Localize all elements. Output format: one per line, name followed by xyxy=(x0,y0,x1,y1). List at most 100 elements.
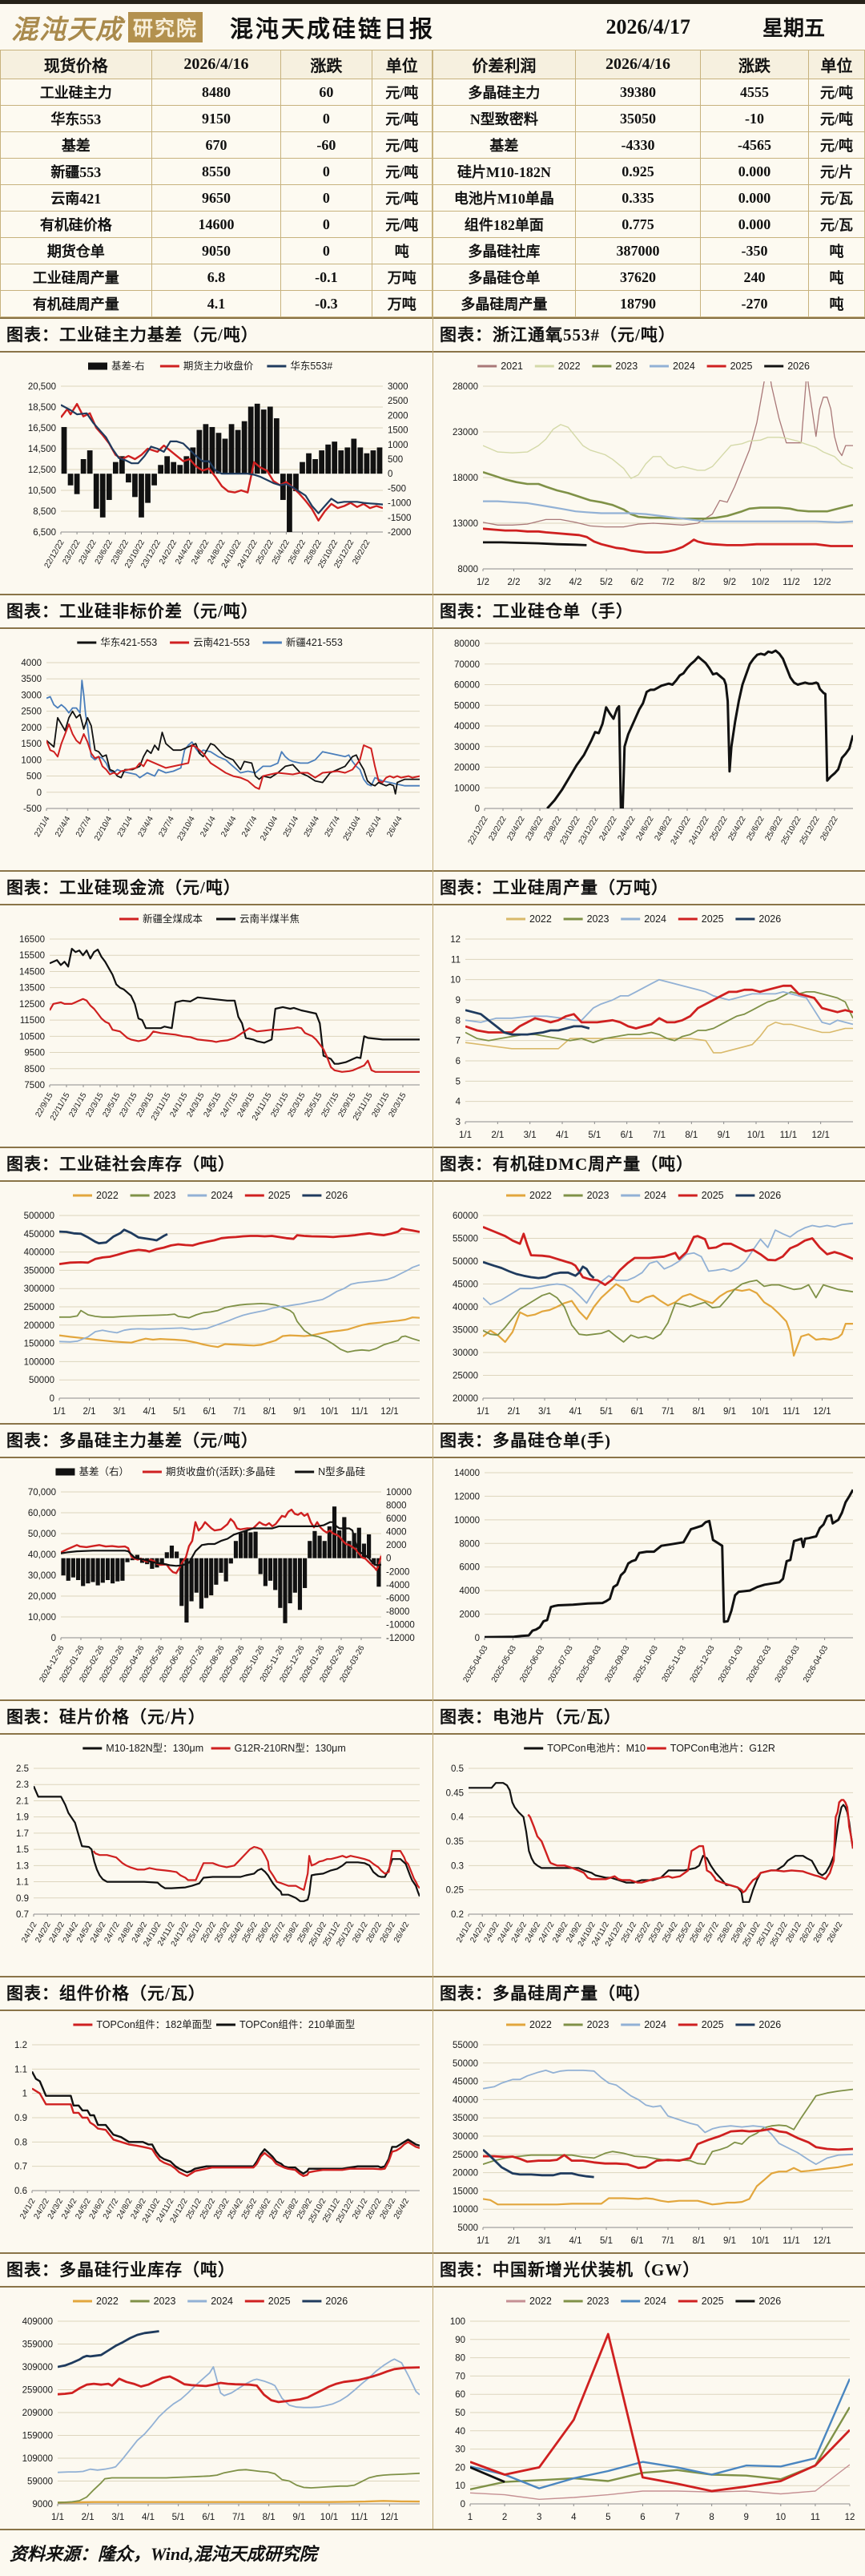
svg-text:24/7/4: 24/7/4 xyxy=(240,815,260,839)
chart-industrial-silicon-social-inventory: 图表：工业硅社会库存（吨） 0 50000 100000 150000 200000 250… xyxy=(0,1147,432,1423)
table-cell: 万吨 xyxy=(371,290,433,317)
legend-swatch xyxy=(563,2023,583,2026)
legend-label: 2022 xyxy=(529,1190,552,1201)
svg-text:50000: 50000 xyxy=(453,2059,478,2069)
column-header: 现货价格 xyxy=(0,50,152,79)
svg-text:250000: 250000 xyxy=(24,1303,54,1312)
svg-text:20,000: 20,000 xyxy=(28,1592,56,1602)
svg-text:0.35: 0.35 xyxy=(446,1837,464,1847)
legend-swatch xyxy=(216,917,235,921)
series-N型多晶硅 xyxy=(61,1521,381,1567)
series-2021 xyxy=(483,381,853,528)
series-2023 xyxy=(470,2406,850,2490)
legend-swatch xyxy=(563,2300,583,2303)
series-TOPCon电池片：M10 xyxy=(469,1782,853,1903)
legend-label: 2022 xyxy=(529,2296,552,2307)
svg-text:1/1: 1/1 xyxy=(459,1131,472,1140)
legend-swatch xyxy=(130,2300,150,2303)
svg-text:1/1: 1/1 xyxy=(477,1407,489,1417)
chart-canvas: 3 4 5 6 7 8 9 10 11 12 1/1 2/1 3/1 4/1 5/1 6/1 7/1 8/1 9/1… xyxy=(450,913,853,1140)
table-cell: 多晶硅主力 xyxy=(432,79,576,106)
svg-text:80000: 80000 xyxy=(454,639,480,649)
svg-text:2025-07-03: 2025-07-03 xyxy=(547,1644,575,1684)
legend-swatch xyxy=(302,2300,322,2303)
table-cell: 元/片 xyxy=(807,158,865,185)
svg-text:16,500: 16,500 xyxy=(28,424,56,433)
svg-text:1000: 1000 xyxy=(388,441,408,450)
svg-text:-10000: -10000 xyxy=(386,1620,415,1630)
svg-text:23/10/4: 23/10/4 xyxy=(176,815,197,843)
svg-text:2026-02-03: 2026-02-03 xyxy=(745,1644,773,1684)
legend-swatch xyxy=(506,2023,525,2026)
report-header: 混沌天成 研究院 混沌天成硅链日报 2026/4/17 星期五 xyxy=(0,4,865,50)
series-2026 xyxy=(483,2148,594,2179)
svg-text:0.4: 0.4 xyxy=(451,1813,465,1823)
table-row: 多晶硅社库 387000 -350 吨 xyxy=(432,237,865,264)
legend-label: 2021 xyxy=(501,361,523,372)
table-row: 多晶硅仓单 37620 240 吨 xyxy=(432,264,865,291)
svg-text:25000: 25000 xyxy=(453,1372,478,1381)
legend-swatch xyxy=(563,1194,583,1197)
table-row: 硅片M10-182N 0.925 0.000 元/片 xyxy=(432,158,865,185)
series-2025 xyxy=(58,2366,420,2404)
chart-title: 图表：浙江通氧553#（元/吨） xyxy=(433,317,865,353)
table-cell: -10 xyxy=(700,105,809,132)
svg-text:10000: 10000 xyxy=(454,784,480,793)
column-header: 单位 xyxy=(371,50,433,79)
svg-text:500000: 500000 xyxy=(24,1211,54,1221)
legend-swatch xyxy=(621,917,641,921)
table-row: 有机硅周产量 4.1 -0.3 万吨 xyxy=(0,290,433,317)
svg-text:50000: 50000 xyxy=(454,701,480,711)
series-2024 xyxy=(465,978,853,1026)
svg-text:8: 8 xyxy=(709,2513,714,2522)
svg-text:9/1: 9/1 xyxy=(718,1131,730,1140)
svg-text:200000: 200000 xyxy=(24,1321,54,1331)
chart-plot-area: 0 10000 20000 30000 40000 50000 60000 70000 8000… xyxy=(433,629,865,869)
chart-title: 图表：多晶硅主力基差（元/吨） xyxy=(0,1423,432,1458)
svg-text:0.7: 0.7 xyxy=(14,2163,27,2172)
series-2022 xyxy=(483,2163,853,2206)
series-2023 xyxy=(59,1302,420,1353)
legend-swatch xyxy=(244,1194,264,1197)
svg-text:-1000: -1000 xyxy=(388,499,411,509)
table-cell: 新疆553 xyxy=(0,158,152,185)
legend-label: 2022 xyxy=(529,913,552,925)
legend-label: 2024 xyxy=(211,1190,233,1201)
svg-text:0: 0 xyxy=(475,1634,480,1643)
table-cell: 0.775 xyxy=(574,211,702,238)
svg-text:2026-03-03: 2026-03-03 xyxy=(774,1644,802,1684)
table-cell: 元/瓦 xyxy=(807,184,865,212)
svg-text:4/1: 4/1 xyxy=(569,2236,582,2246)
legend-label: 2025 xyxy=(702,2296,724,2307)
table-cell: 元/吨 xyxy=(807,131,865,159)
chart-canvas: 0.20.250.30.350.40.450.524/1/224/2/224/3… xyxy=(446,1743,853,1948)
table-cell: 60 xyxy=(280,79,372,106)
table-cell: 18790 xyxy=(574,290,702,317)
svg-text:22/12/22: 22/12/22 xyxy=(467,815,490,847)
svg-text:7/2: 7/2 xyxy=(662,578,674,587)
legend-swatch xyxy=(119,917,139,921)
svg-text:1/1: 1/1 xyxy=(477,2236,489,2246)
table-cell: 工业硅主力 xyxy=(0,79,152,106)
legend-swatch xyxy=(506,917,525,921)
legend-label: 期货收盘价(活跃):多晶硅 xyxy=(166,1465,276,1477)
svg-text:4: 4 xyxy=(456,1098,461,1107)
svg-text:25/7/4: 25/7/4 xyxy=(324,815,343,839)
svg-text:2.1: 2.1 xyxy=(16,1796,29,1806)
legend-label: 2025 xyxy=(268,2296,291,2307)
svg-text:23/7/4: 23/7/4 xyxy=(157,815,176,839)
legend-label: 2023 xyxy=(587,2019,610,2030)
svg-text:2025-12-03: 2025-12-03 xyxy=(689,1644,717,1684)
legend-label: 2022 xyxy=(529,2019,552,2030)
chart-industrial-silicon-cash-flow: 图表：工业硅现金流（元/吨） 7500 8500 9500 10500 11500 1250… xyxy=(0,870,432,1147)
series-2026 xyxy=(58,2330,159,2368)
table-row: 新疆553 8550 0 元/吨 xyxy=(0,158,433,185)
chart-plot-area: 0 10,000 20,000 30,000 40,000 50,000 60,000 70,… xyxy=(0,1458,432,1699)
chart-title: 图表：工业硅非标价差（元/吨） xyxy=(0,594,432,629)
svg-text:11/1: 11/1 xyxy=(783,1407,800,1417)
svg-text:40000: 40000 xyxy=(453,1303,478,1312)
legend-label: 2024 xyxy=(673,361,695,372)
svg-text:70: 70 xyxy=(455,2372,465,2381)
svg-text:15500: 15500 xyxy=(19,951,45,961)
svg-text:7: 7 xyxy=(674,2513,679,2522)
